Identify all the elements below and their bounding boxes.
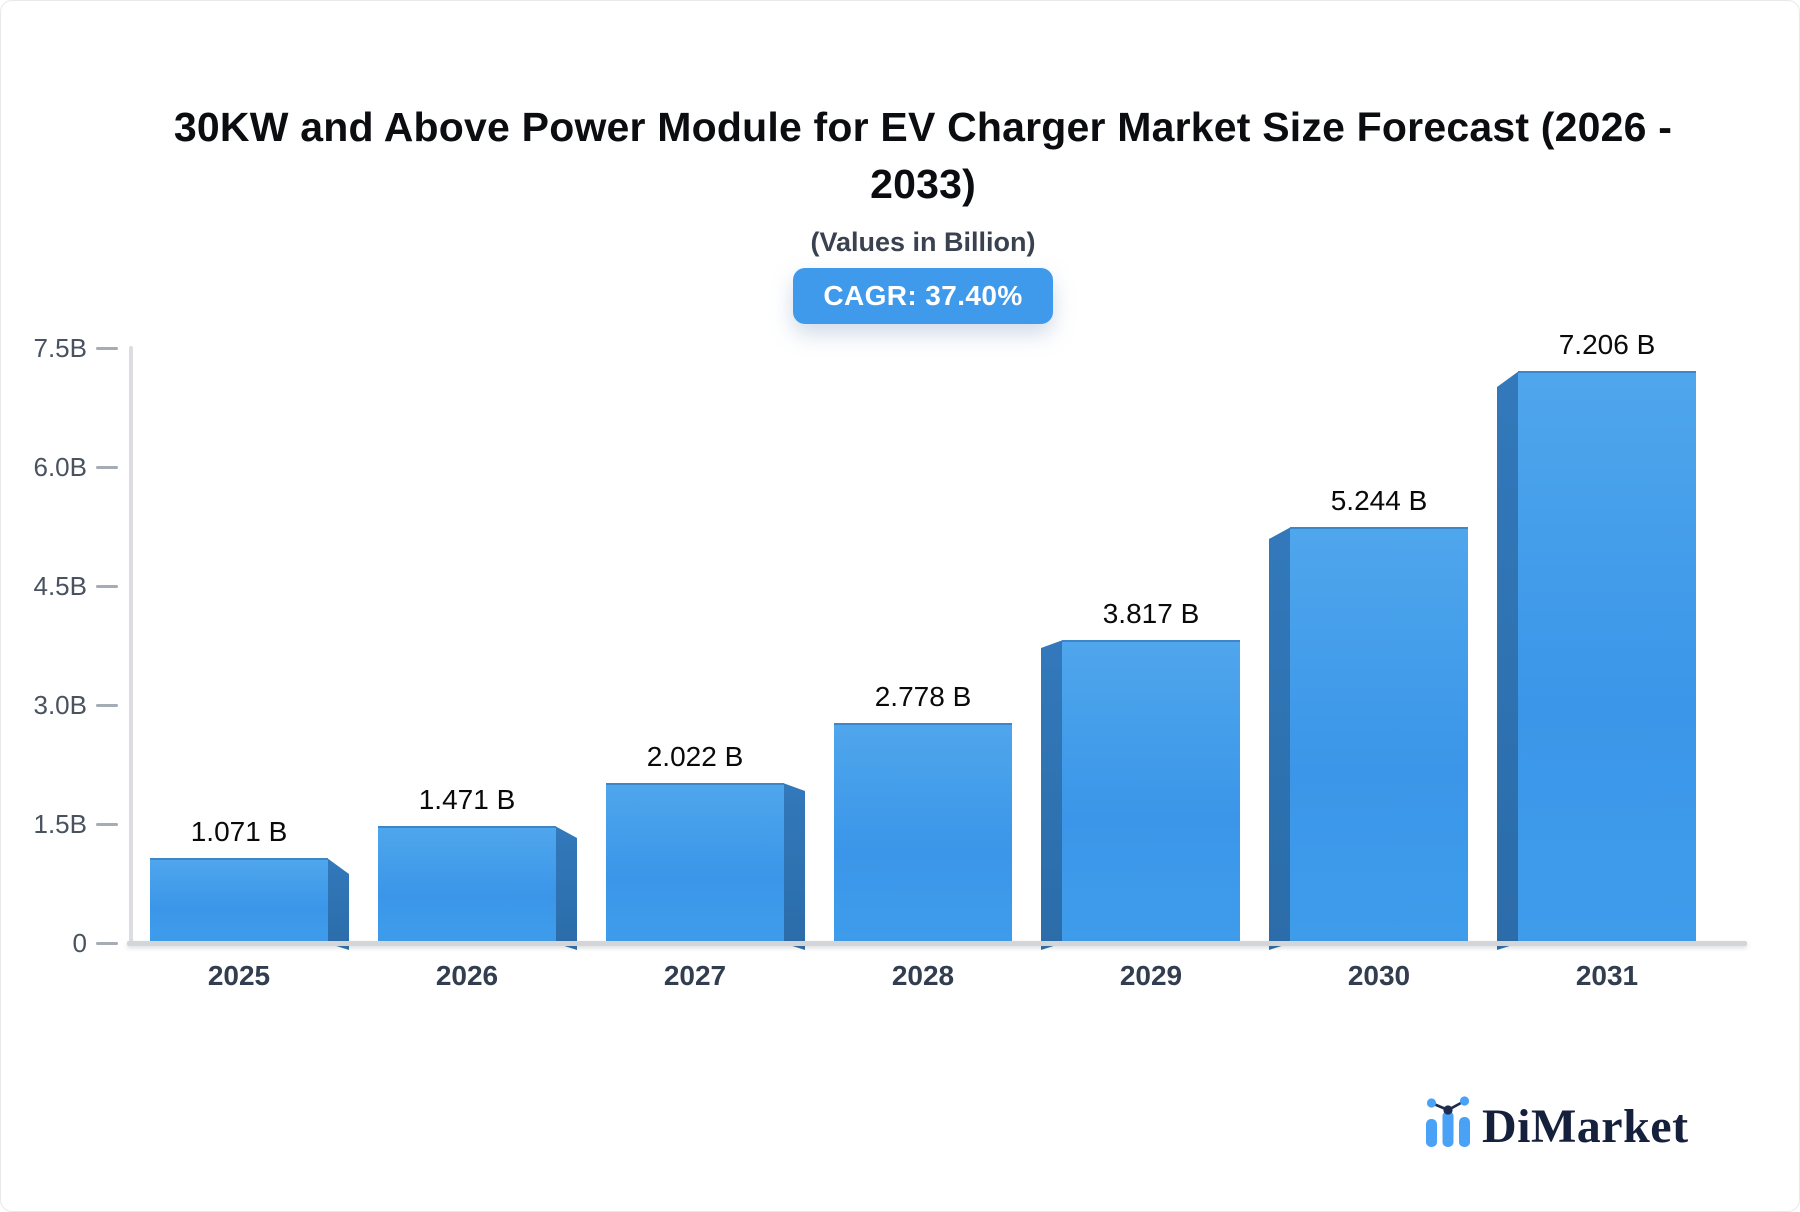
bar-value-label: 2.778 B [874,681,972,712]
x-tick-label: 2026 [435,960,499,991]
bar-2026[interactable] [378,826,556,943]
y-axis-tick [96,704,118,707]
bar-2025[interactable] [150,858,328,943]
chart-subtitle: (Values in Billion) [810,227,1036,257]
bar-value-label: 2.022 B [646,741,744,772]
x-tick-label: 2029 [1119,960,1183,991]
bar-value-label: 3.817 B [1102,598,1200,629]
bar-side-panel-2031 [1497,371,1519,950]
chart-title: 30KW and Above Power Module for EV Charg… [173,104,1673,207]
y-tick-label: 6.0B [33,452,88,482]
bar-2029[interactable] [1062,640,1240,943]
bar-value-label: 7.206 B [1558,329,1656,360]
bar-2030[interactable] [1290,527,1468,943]
bar-2031[interactable] [1518,371,1696,943]
x-tick-label: 2028 [891,960,955,991]
y-tick-label: 3.0B [33,690,88,720]
x-tick-label: 2031 [1575,960,1639,991]
bar-2027[interactable] [606,783,784,943]
y-axis-tick [96,466,118,469]
bar-value-label: 1.071 B [190,816,288,847]
bar-value-label: 5.244 B [1330,485,1428,516]
y-tick-label: 1.5B [33,809,88,839]
x-tick-label: 2030 [1347,960,1411,991]
y-tick-label: 7.5B [33,333,88,363]
bar-side-panel-2025 [327,858,349,950]
bar-value-label: 1.471 B [418,784,516,815]
logo-wordmark: DiMarket [1482,1100,1689,1153]
bar-side-panel-2029 [1041,640,1063,950]
y-tick-label: 4.5B [33,571,88,601]
y-axis-line [129,346,133,943]
bar-side-panel-2026 [555,826,577,950]
bar-side-panel-2030 [1269,527,1291,950]
y-axis-tick [96,942,118,945]
y-axis-tick [96,585,118,588]
x-tick-label: 2025 [207,960,271,991]
cagr-badge: CAGR: 37.40% [793,268,1053,324]
x-tick-label: 2027 [663,960,727,991]
x-axis-line [127,941,1747,946]
y-axis-tick [96,823,118,826]
bar-side-panel-2027 [783,783,805,950]
bar-2028[interactable] [834,723,1012,943]
dimarket-logo: DiMarket [1425,1095,1689,1153]
chart-header: 30KW and Above Power Module for EV Charg… [143,99,1703,324]
bar-chart-sparkline-icon [1425,1095,1471,1148]
y-axis-tick [96,347,118,350]
y-tick-label: 0 [72,928,87,958]
